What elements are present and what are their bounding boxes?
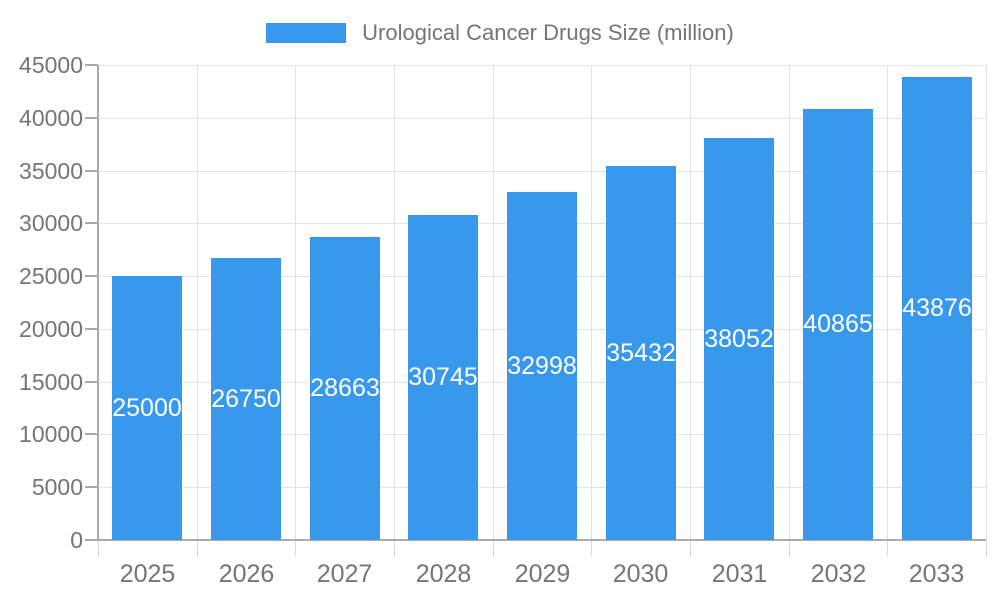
gridline-horizontal — [98, 118, 986, 119]
gridline-vertical — [394, 65, 395, 540]
x-axis-category-label: 2025 — [119, 560, 176, 588]
y-axis-tick — [85, 433, 98, 435]
y-axis-tick — [85, 275, 98, 277]
bar[interactable]: 28663 — [310, 237, 380, 540]
y-axis-tick — [85, 381, 98, 383]
x-axis-category-label: 2033 — [908, 560, 965, 588]
y-axis-tick-label: 25000 — [19, 263, 83, 289]
bar[interactable]: 30745 — [408, 215, 478, 540]
bar-value-label: 40865 — [803, 310, 873, 338]
gridline-horizontal — [98, 171, 986, 172]
x-axis-tick — [394, 540, 395, 557]
y-axis-tick-label: 20000 — [19, 316, 83, 342]
gridline-vertical — [493, 65, 494, 540]
bar-value-label: 32998 — [507, 351, 577, 380]
bar[interactable]: 40865 — [803, 109, 873, 540]
bar-value-label: 25000 — [112, 393, 182, 422]
y-axis-tick — [85, 170, 98, 172]
y-axis-tick-label: 15000 — [19, 369, 83, 395]
y-axis-tick-label: 45000 — [19, 52, 83, 78]
gridline-vertical — [690, 65, 691, 540]
x-axis-category-label: 2028 — [415, 560, 472, 588]
gridline-vertical — [887, 65, 888, 540]
bar[interactable]: 38052 — [704, 138, 774, 540]
x-axis-category-label: 2029 — [514, 560, 571, 588]
gridline-vertical — [295, 65, 296, 540]
x-axis-tick — [493, 540, 494, 557]
bar[interactable]: 25000 — [112, 276, 182, 540]
x-axis-tick — [986, 540, 987, 557]
x-axis-category-label: 2030 — [612, 560, 669, 588]
gridline-vertical — [986, 65, 987, 540]
bar-value-label: 28663 — [310, 374, 380, 402]
gridline-vertical — [197, 65, 198, 540]
chart-legend: Urological Cancer Drugs Size (million) — [0, 20, 1000, 46]
x-axis-tick — [98, 540, 99, 557]
y-axis-tick-label: 0 — [70, 527, 83, 553]
y-axis-tick-label: 30000 — [19, 210, 83, 236]
gridline-horizontal — [98, 65, 986, 66]
bar[interactable]: 26750 — [211, 258, 281, 540]
y-axis-tick-label: 10000 — [19, 421, 83, 447]
bar-value-label: 43876 — [902, 294, 972, 322]
bar[interactable]: 35432 — [606, 166, 676, 540]
x-axis-tick — [295, 540, 296, 557]
bar-value-label: 30745 — [408, 363, 478, 391]
y-axis-tick — [85, 222, 98, 224]
bar-value-label: 26750 — [211, 384, 281, 413]
bar[interactable]: 43876 — [902, 77, 972, 540]
x-axis-category-label: 2027 — [316, 560, 373, 588]
x-axis-tick — [591, 540, 592, 557]
y-axis-tick — [85, 64, 98, 66]
y-axis-tick — [85, 328, 98, 330]
y-axis-tick — [85, 117, 98, 119]
legend-label: Urological Cancer Drugs Size (million) — [362, 20, 734, 45]
gridline-vertical — [591, 65, 592, 540]
bar-value-label: 35432 — [606, 338, 676, 367]
y-axis-line — [97, 65, 99, 540]
x-axis-tick — [789, 540, 790, 557]
gridline-vertical — [789, 65, 790, 540]
x-axis-tick — [197, 540, 198, 557]
y-axis-tick-label: 40000 — [19, 105, 83, 131]
y-axis-tick — [85, 486, 98, 488]
x-axis-line — [85, 539, 986, 541]
y-axis-tick-label: 35000 — [19, 158, 83, 184]
x-axis-category-label: 2026 — [218, 560, 275, 588]
x-axis-tick — [690, 540, 691, 557]
bar-value-label: 38052 — [704, 324, 774, 353]
legend-swatch — [266, 23, 347, 43]
x-axis-category-label: 2032 — [810, 560, 867, 588]
bar[interactable]: 32998 — [507, 192, 577, 540]
x-axis-tick — [887, 540, 888, 557]
y-axis-tick-label: 5000 — [31, 474, 83, 500]
x-axis-category-label: 2031 — [711, 560, 768, 588]
